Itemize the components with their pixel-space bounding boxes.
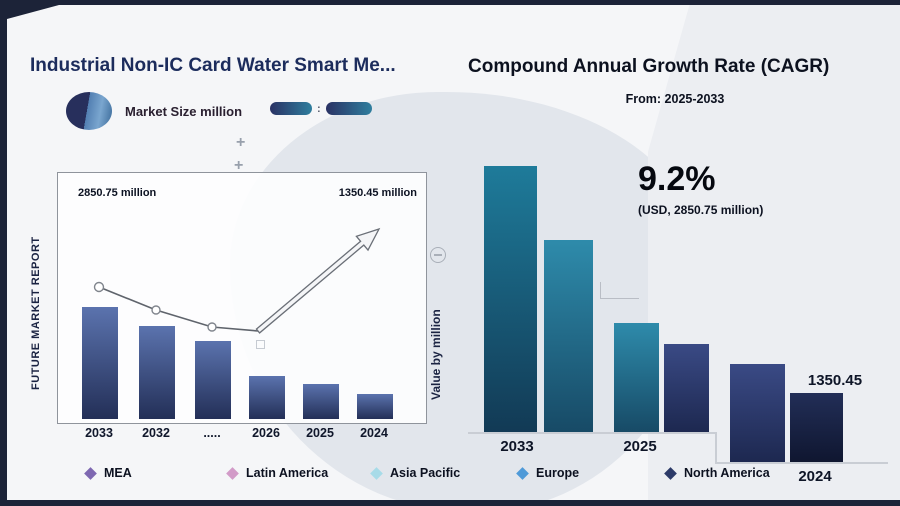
value-label-2024: 1350.45 bbox=[807, 372, 863, 389]
left-chart-xlabels: 2033 2032..... 2026 2025 2024 bbox=[57, 426, 425, 442]
legend-diamond-icon bbox=[664, 466, 677, 480]
right-chart-subtitle: From: 2025-2033 bbox=[625, 92, 725, 106]
right-chart-title: Compound Annual Growth Rate (CAGR) bbox=[468, 56, 830, 77]
right-bar-2024-low bbox=[790, 393, 843, 462]
plus-decoration-icon: + bbox=[236, 134, 246, 151]
legend-item: Asia Pacific bbox=[370, 466, 518, 480]
frame-corner-accent bbox=[7, 5, 59, 19]
x-axis-label: ..... bbox=[203, 426, 221, 440]
legend-item: Latin America bbox=[226, 466, 372, 480]
x-axis-label: 2024 bbox=[798, 468, 832, 485]
legend-item: MEA bbox=[84, 466, 228, 480]
legend-diamond-icon bbox=[370, 466, 383, 480]
frame-top-bar bbox=[0, 0, 900, 5]
legend-label: MEA bbox=[104, 466, 132, 480]
x-axis-label: 2033 bbox=[500, 438, 534, 455]
axis-step-line bbox=[715, 432, 717, 463]
annotation-top-left: 2850.75 million bbox=[78, 187, 157, 199]
legend-item: North America bbox=[664, 466, 770, 480]
axis-line bbox=[468, 432, 716, 434]
legend-diamond-icon bbox=[516, 466, 529, 480]
legend-diamond-icon bbox=[226, 466, 239, 480]
pill-bar-icon bbox=[270, 102, 312, 115]
frame-bottom-bar bbox=[0, 500, 900, 506]
market-size-legend: Market Size million bbox=[66, 92, 242, 130]
legend-label: Latin America bbox=[246, 466, 329, 480]
right-bar-2025-low bbox=[664, 344, 709, 432]
market-size-label: Market Size million bbox=[125, 103, 243, 119]
legend-label: Asia Pacific bbox=[390, 466, 461, 480]
left-bar-2033 bbox=[82, 307, 118, 419]
left-bar-2024 bbox=[357, 394, 393, 419]
plus-decoration-icon: + bbox=[234, 157, 244, 174]
right-bar-2033-low bbox=[544, 240, 593, 432]
corner-bracket-decoration bbox=[600, 282, 639, 299]
region-legend: MEA Latin America Asia Pacific Europe North … bbox=[84, 463, 770, 483]
pill-separator: : bbox=[317, 102, 321, 115]
x-axis-label: 2024 bbox=[360, 426, 388, 440]
left-bar-2032 bbox=[139, 326, 175, 419]
right-chart: 2033 2025 2024 9.2% (USD, 2850.75 million)… bbox=[468, 160, 890, 490]
comparison-pills: : bbox=[270, 102, 372, 115]
annotation-top-right: 1350.45 million bbox=[338, 187, 417, 199]
circle-minus-decoration-icon bbox=[430, 247, 446, 263]
x-axis-label: 2032 bbox=[142, 426, 170, 440]
legend-label: North America bbox=[684, 466, 770, 480]
left-chart-bars bbox=[58, 173, 426, 423]
right-bar-2033-high bbox=[484, 166, 537, 432]
left-bar-..... bbox=[195, 341, 231, 419]
right-bar-2024-high bbox=[730, 364, 785, 462]
axis-line bbox=[715, 462, 888, 464]
x-axis-label: 2026 bbox=[252, 426, 280, 440]
x-axis-label: 2025 bbox=[623, 438, 657, 455]
legend-item: Europe bbox=[516, 466, 666, 480]
square-decoration-icon bbox=[256, 340, 265, 349]
legend-label: Europe bbox=[536, 466, 580, 480]
right-bar-2025-high bbox=[614, 323, 659, 432]
cagr-note: (USD, 2850.75 million) bbox=[638, 203, 764, 217]
left-bar-2026 bbox=[249, 376, 285, 419]
left-bar-2025 bbox=[303, 384, 339, 419]
left-chart-y-axis-label: FUTURE MARKET REPORT bbox=[30, 236, 42, 390]
cagr-callout: 9.2% (USD, 2850.75 million) bbox=[638, 160, 878, 217]
right-chart-bars: 2033 2025 2024 bbox=[468, 160, 890, 490]
value-axis-label: Value by million bbox=[429, 309, 443, 400]
legend-diamond-icon bbox=[84, 466, 97, 480]
market-size-sphere-icon bbox=[66, 92, 112, 130]
left-chart-title: Industrial Non-IC Card Water Smart Me... bbox=[30, 55, 396, 76]
x-axis-label: 2033 bbox=[85, 426, 113, 440]
cagr-value: 9.2% bbox=[638, 160, 716, 198]
x-axis-label: 2025 bbox=[306, 426, 334, 440]
frame-left-bar bbox=[0, 0, 7, 506]
left-chart-panel: 2850.75 million 1350.45 million bbox=[57, 172, 427, 424]
pill-bar-icon bbox=[325, 102, 372, 115]
